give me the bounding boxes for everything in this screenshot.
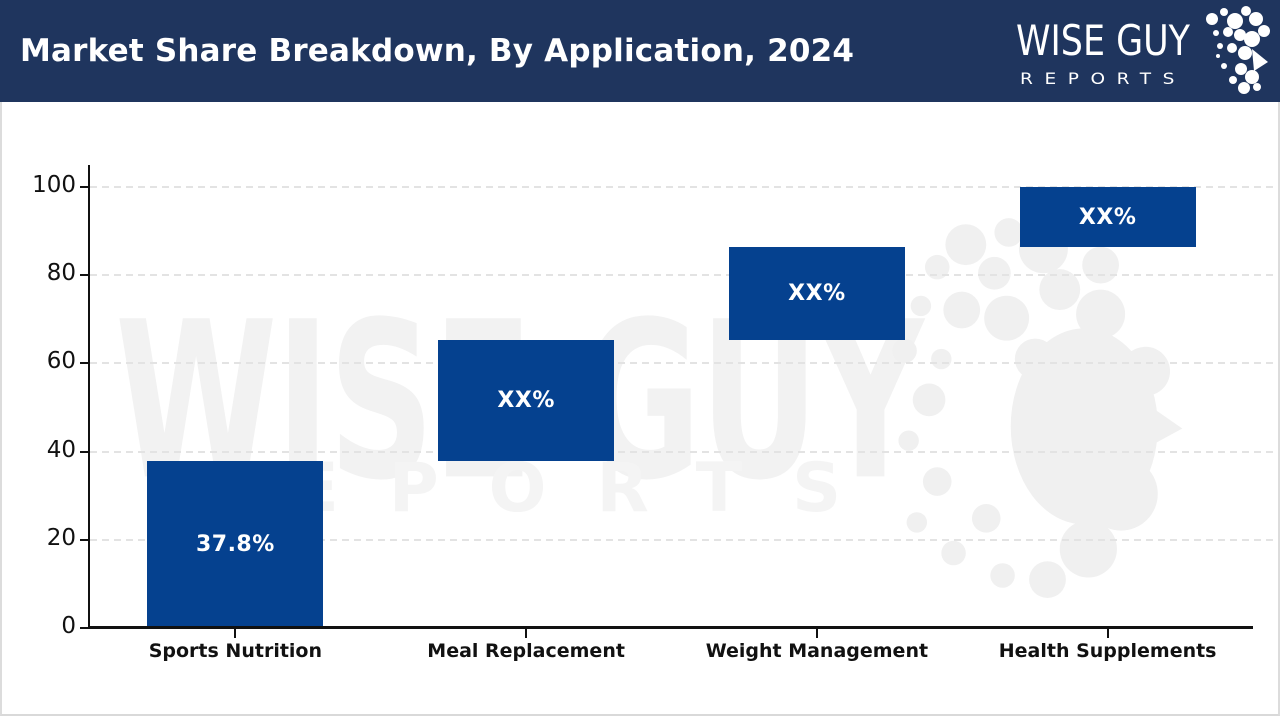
category-label: Sports Nutrition (148, 640, 323, 662)
category-label: Health Supplements (998, 640, 1217, 662)
y-tick-mark (80, 274, 89, 277)
y-tick-label: 80 (46, 260, 76, 287)
y-tick-mark (80, 538, 89, 541)
x-axis-line (88, 626, 1253, 629)
y-tick-mark (80, 186, 89, 189)
y-tick-label: 20 (46, 524, 76, 551)
logo-line2: REPORTS (1020, 69, 1186, 88)
gridline (90, 362, 1277, 365)
x-tick-mark (1106, 629, 1109, 638)
y-tick-mark (80, 627, 89, 629)
gridline (90, 186, 1277, 189)
y-tick-label: 40 (46, 436, 76, 463)
y-tick-mark (80, 362, 89, 365)
bar-value-label: XX% (788, 281, 846, 307)
header-bar: Market Share Breakdown, By Application, … (0, 0, 1280, 102)
bar-value-label: XX% (1078, 204, 1137, 230)
gridline (90, 274, 1277, 277)
bar: XX% (728, 247, 905, 341)
logo-face-icon (1206, 6, 1270, 94)
y-tick-label: 60 (46, 348, 76, 375)
x-tick-mark (525, 629, 528, 638)
bar: XX% (438, 340, 615, 462)
y-tick-label: 0 (61, 613, 76, 639)
bar-value-label: XX% (497, 388, 555, 414)
y-tick-label: 100 (32, 172, 76, 199)
bar-value-label: 37.8% (195, 532, 275, 558)
gridline (90, 538, 1277, 541)
category-label: Meal Replacement (427, 640, 625, 662)
gridline (90, 450, 1277, 453)
x-tick-mark (234, 629, 237, 638)
y-tick-mark (80, 450, 89, 453)
watermark-face-icon (892, 218, 1183, 598)
category-label: Weight Management (705, 640, 929, 662)
logo-line1: WISE GUY (1016, 16, 1190, 65)
x-tick-mark (815, 629, 818, 638)
bar: XX% (1019, 187, 1196, 248)
y-axis-line (88, 165, 90, 629)
page-title: Market Share Breakdown, By Application, … (20, 33, 855, 69)
bar: 37.8% (147, 461, 324, 628)
wiseguy-logo: WISE GUY REPORTS (1016, 6, 1270, 94)
